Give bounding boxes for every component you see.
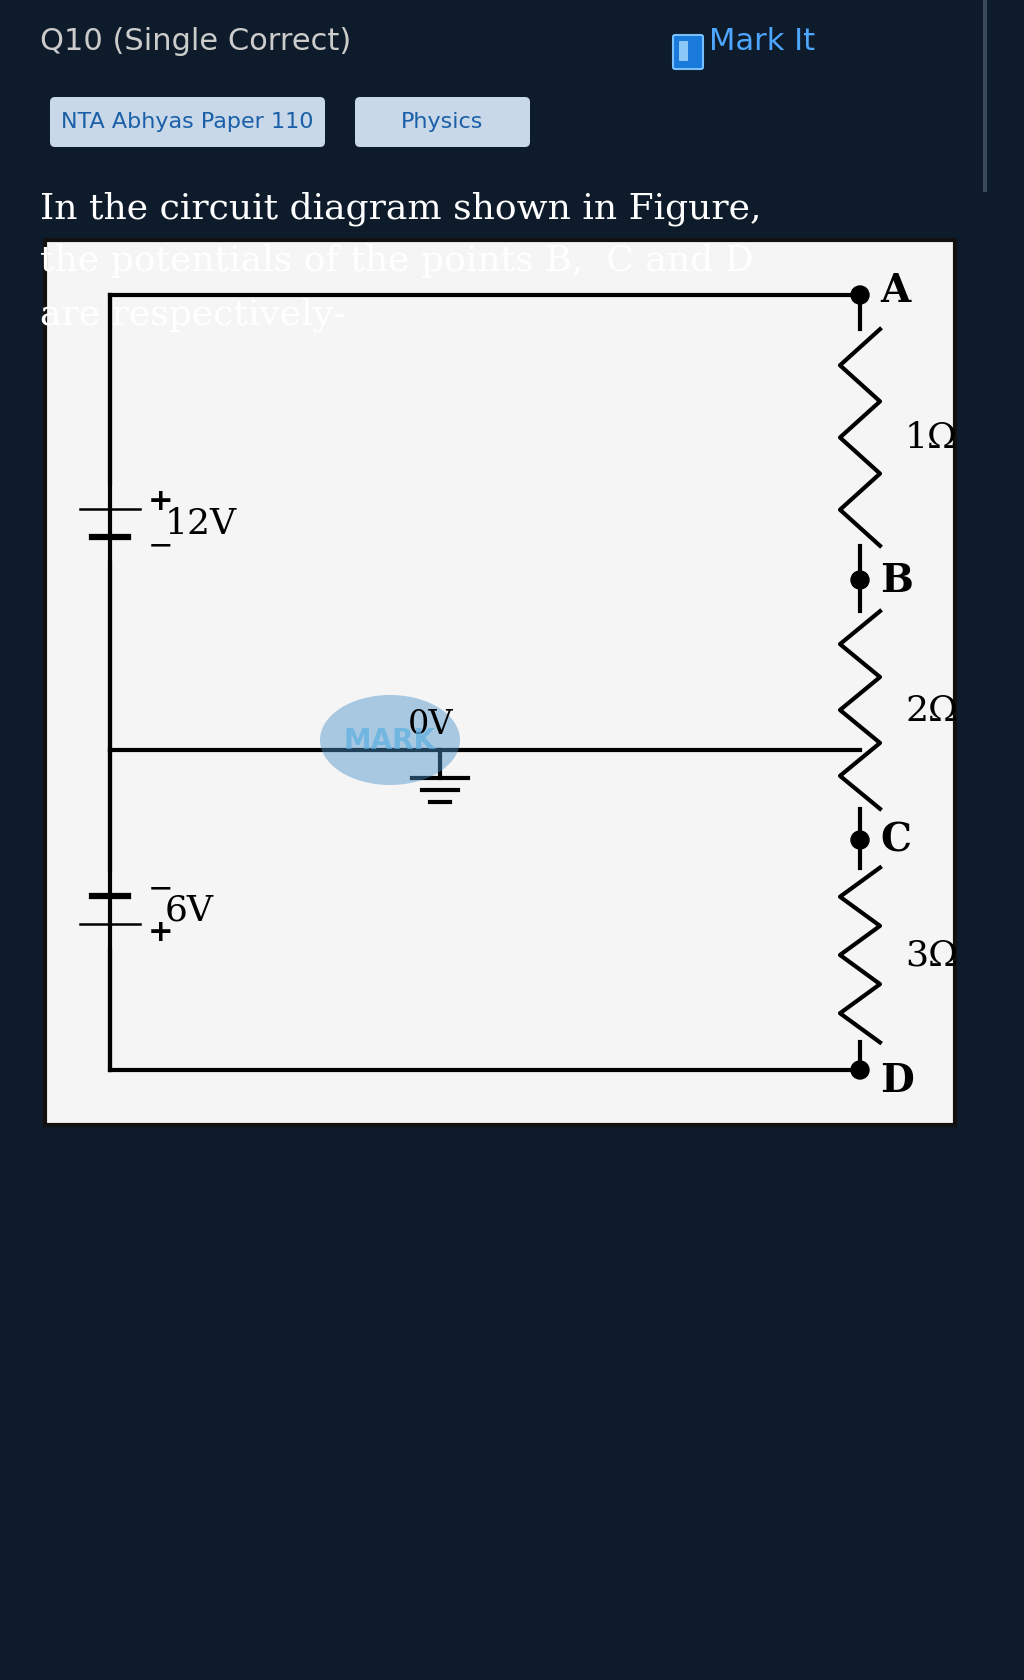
Bar: [45, 240, 955, 1126]
Text: +: +: [148, 487, 174, 516]
Text: Physics: Physics: [401, 113, 483, 133]
Text: 3Ω: 3Ω: [905, 939, 958, 973]
Circle shape: [851, 1062, 869, 1079]
Text: Q10 (Single Correct): Q10 (Single Correct): [40, 27, 351, 55]
Text: +: +: [148, 917, 174, 948]
FancyBboxPatch shape: [355, 97, 530, 148]
Text: −: −: [148, 874, 173, 902]
Text: 1Ω: 1Ω: [905, 422, 957, 455]
Circle shape: [851, 571, 869, 590]
Text: 12V: 12V: [165, 506, 238, 541]
Circle shape: [851, 287, 869, 304]
Circle shape: [851, 832, 869, 850]
Text: Mark It: Mark It: [709, 27, 815, 55]
Text: 0V: 0V: [408, 709, 453, 741]
FancyBboxPatch shape: [679, 42, 688, 62]
Ellipse shape: [319, 696, 460, 786]
Text: D: D: [880, 1062, 913, 1099]
Text: −: −: [148, 531, 173, 559]
Text: B: B: [880, 561, 912, 600]
Text: 2Ω: 2Ω: [905, 694, 957, 727]
Text: MARK: MARK: [344, 726, 436, 754]
Text: A: A: [880, 272, 910, 309]
FancyBboxPatch shape: [673, 35, 703, 71]
Text: NTA Abhyas Paper 110: NTA Abhyas Paper 110: [61, 113, 313, 133]
FancyBboxPatch shape: [50, 97, 325, 148]
Text: 6V: 6V: [165, 894, 214, 927]
Text: In the circuit diagram shown in Figure,
the potentials of the points B,  C and D: In the circuit diagram shown in Figure, …: [40, 192, 762, 331]
Text: C: C: [880, 822, 911, 860]
